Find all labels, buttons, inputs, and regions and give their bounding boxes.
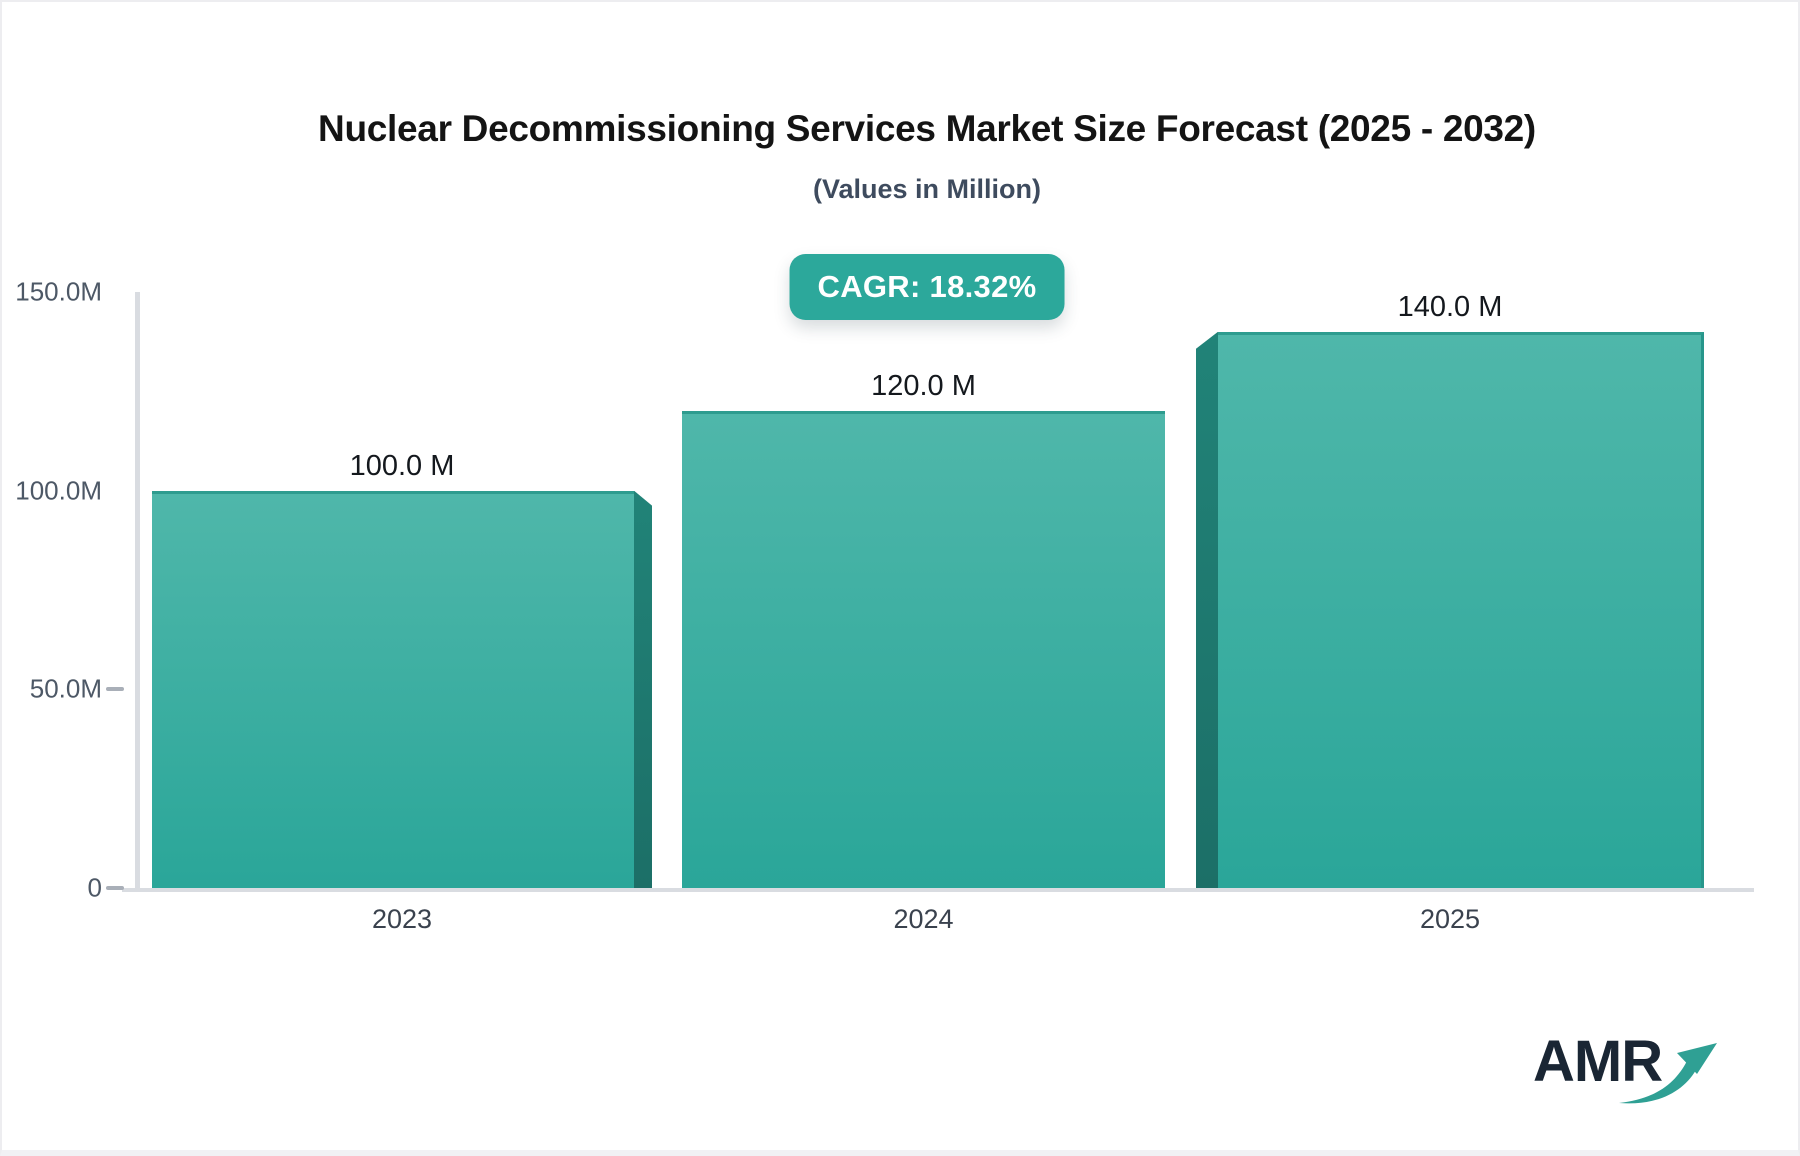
growth-arrow-icon <box>1619 1043 1717 1104</box>
y-axis-tick-label: 100.0M <box>15 475 102 506</box>
y-axis-tick-label: 0 <box>87 872 102 903</box>
chart-title: Nuclear Decommissioning Services Market … <box>318 108 1536 149</box>
bar-value-label: 120.0 M <box>871 370 976 403</box>
y-axis-line <box>135 292 140 892</box>
x-axis-category-label: 2024 <box>893 904 954 934</box>
chart-subtitle: (Values in Million) <box>812 174 1042 204</box>
bar-2023[interactable] <box>152 490 634 888</box>
x-axis-category-label: 2023 <box>371 904 433 934</box>
bar-2024[interactable] <box>682 411 1165 888</box>
bar-3d-side <box>634 490 652 888</box>
amr-logo: AMR <box>1533 1028 1733 1120</box>
bar-2025[interactable] <box>1218 331 1704 888</box>
y-axis-tick-label: 50.0M <box>29 673 102 704</box>
cagr-badge: CAGR: 18.32% <box>789 254 1065 320</box>
x-axis-line <box>122 888 1754 892</box>
y-axis-tick-label: 150.0M <box>15 276 102 307</box>
x-axis-category-label: 2025 <box>1419 904 1481 934</box>
amr-logo-text: AMR <box>1533 1029 1663 1094</box>
bar-value-label: 100.0 M <box>349 449 455 482</box>
y-axis-tick-mark <box>106 687 124 692</box>
bar-3d-side <box>1196 331 1218 888</box>
y-axis-tick-mark <box>106 886 124 890</box>
bar-value-label: 140.0 M <box>1397 290 1503 323</box>
